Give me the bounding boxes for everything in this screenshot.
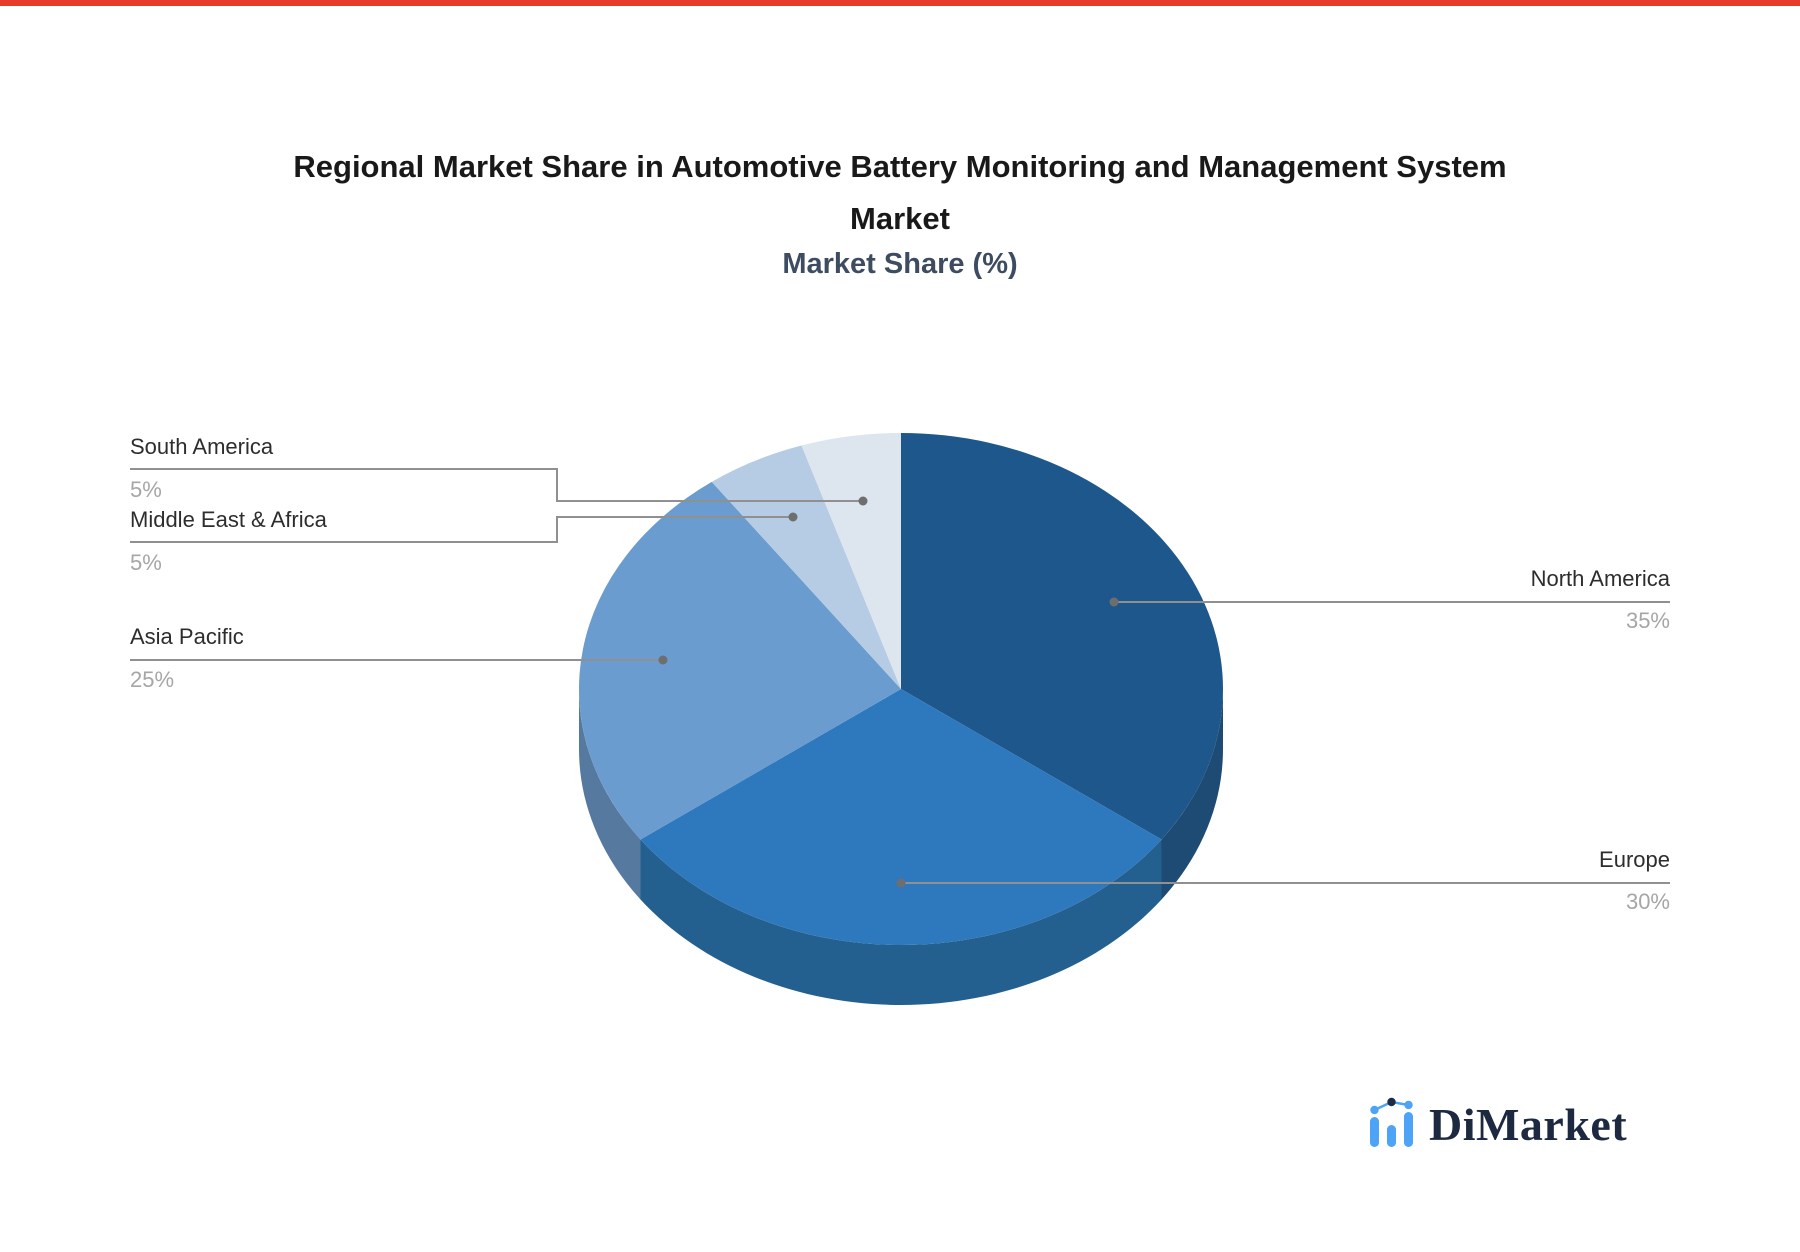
- leader-dot-south-america: [858, 496, 868, 506]
- dimarket-logo: DiMarket: [1370, 1094, 1627, 1148]
- pie-slice-side-north-america: [1161, 689, 1223, 900]
- top-accent-bar: [0, 0, 1800, 6]
- pie-slice-side-europe: [640, 839, 1162, 1005]
- chart-title: Regional Market Share in Automotive Batt…: [0, 141, 1800, 245]
- bar-chart-logo-icon: [1370, 1097, 1413, 1147]
- leader-dot-asia-pacific: [658, 655, 668, 665]
- chart-title-line2: Market: [850, 201, 950, 236]
- leader-line-south-america: [130, 468, 863, 502]
- pie-slice-asia-pacific[interactable]: [579, 481, 901, 840]
- pie-slice-north-america[interactable]: [901, 433, 1223, 840]
- chart-subtitle: Market Share (%): [782, 248, 1018, 280]
- dimarket-logo-text: DiMarket: [1429, 1099, 1628, 1150]
- pie-slice-middle-east-africa[interactable]: [711, 445, 901, 689]
- leader-dot-north-america: [1109, 597, 1119, 607]
- pie-slice-side-asia-pacific: [579, 689, 641, 900]
- leader-line-middle-east-africa: [130, 516, 793, 543]
- leader-dot-middle-east-africa: [788, 512, 798, 522]
- pie-slice-europe[interactable]: [640, 689, 1162, 945]
- chart-title-line1: Regional Market Share in Automotive Batt…: [293, 149, 1507, 184]
- pie-slice-south-america[interactable]: [801, 433, 901, 689]
- leader-dot-europe: [896, 878, 906, 888]
